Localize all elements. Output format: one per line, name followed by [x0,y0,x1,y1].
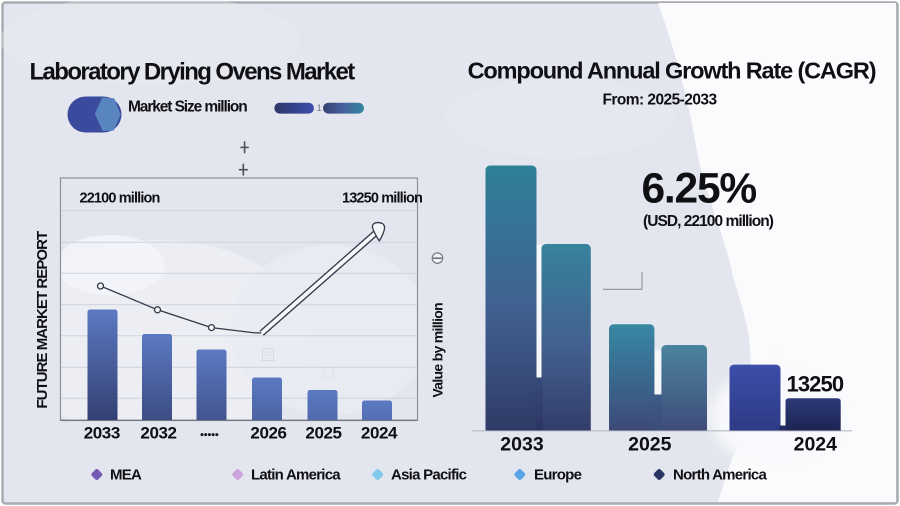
svg-text:FUTURE MARKET REPORT: FUTURE MARKET REPORT [34,231,51,409]
svg-text:Compound Annual Growth Rate (C: Compound Annual Growth Rate (CAGR) [468,58,876,84]
svg-text:2033: 2033 [500,434,544,456]
svg-text:Laboratory Drying Ovens Market: Laboratory Drying Ovens Market [30,59,356,86]
svg-text:6.25%: 6.25% [642,166,757,213]
svg-text:2026: 2026 [250,424,286,443]
svg-text:Market Size million: Market Size million [128,99,247,116]
svg-text:North America: North America [673,467,767,484]
svg-text:Latin America: Latin America [251,467,341,484]
svg-text:2032: 2032 [140,424,176,443]
svg-text:(USD, 22100 million): (USD, 22100 million) [643,213,774,230]
svg-text:1: 1 [317,103,322,113]
svg-text:Value by million: Value by million [430,303,446,398]
svg-text:Asia Pacific: Asia Pacific [391,467,467,484]
svg-text:2025: 2025 [628,434,672,456]
svg-text:13250 million: 13250 million [342,191,422,207]
svg-text:MEA: MEA [110,467,142,484]
svg-text:2025: 2025 [305,424,341,443]
svg-text:Europe: Europe [534,467,582,484]
svg-text:22100 million: 22100 million [80,191,160,207]
svg-text:2024: 2024 [361,424,398,443]
svg-text:2033: 2033 [84,424,120,443]
svg-text:From: 2025-2033: From: 2025-2033 [602,92,717,109]
svg-text:2024: 2024 [794,434,838,456]
svg-text:13250: 13250 [787,372,844,397]
